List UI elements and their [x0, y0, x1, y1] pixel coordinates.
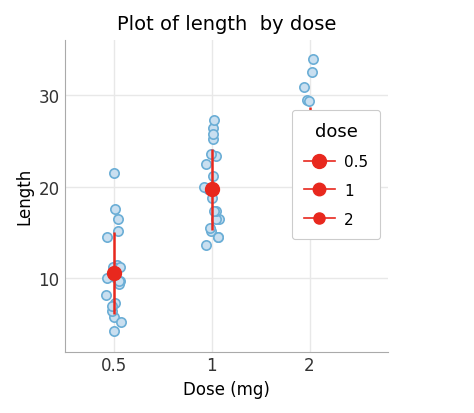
Point — [103, 275, 111, 282]
Point — [303, 154, 310, 160]
Point — [301, 140, 309, 147]
Title: Plot of length  by dose: Plot of length by dose — [117, 15, 336, 34]
Point — [103, 234, 110, 241]
Point — [108, 303, 116, 309]
Point — [114, 216, 122, 223]
Point — [215, 234, 222, 241]
Point — [210, 131, 217, 138]
Point — [308, 126, 316, 132]
Point — [208, 186, 215, 193]
Point — [102, 292, 110, 298]
Point — [303, 97, 311, 104]
Point — [115, 281, 123, 287]
Point — [202, 242, 210, 249]
Point — [212, 209, 220, 215]
X-axis label: Dose (mg): Dose (mg) — [183, 380, 270, 398]
Point — [204, 187, 211, 193]
Point — [210, 117, 218, 124]
Point — [116, 278, 123, 285]
Point — [305, 198, 312, 204]
Point — [300, 170, 308, 177]
Point — [117, 278, 124, 285]
Point — [113, 261, 121, 268]
Point — [215, 216, 223, 223]
Point — [212, 216, 220, 223]
Point — [206, 225, 214, 232]
Point — [308, 126, 316, 132]
Point — [110, 328, 118, 335]
Point — [207, 151, 215, 158]
Point — [303, 151, 311, 158]
Point — [306, 128, 313, 135]
Point — [309, 57, 317, 64]
Point — [112, 275, 119, 282]
Point — [300, 143, 307, 150]
Point — [301, 84, 308, 91]
Point — [307, 134, 314, 140]
Y-axis label: Length: Length — [15, 168, 33, 225]
Point — [207, 228, 215, 235]
Point — [109, 264, 116, 271]
Point — [110, 170, 118, 177]
Point — [210, 136, 217, 143]
Point — [202, 161, 210, 168]
Point — [110, 314, 118, 320]
Point — [200, 184, 208, 190]
Point — [313, 162, 321, 169]
Point — [299, 134, 306, 140]
Point — [111, 206, 118, 212]
Point — [109, 308, 116, 315]
Point — [210, 209, 218, 215]
Point — [212, 154, 219, 160]
Point — [215, 234, 222, 241]
Point — [301, 123, 309, 129]
Point — [309, 70, 316, 76]
Point — [117, 319, 125, 326]
Point — [305, 98, 313, 104]
Point — [116, 264, 123, 271]
Point — [111, 300, 119, 306]
Point — [305, 126, 312, 132]
Point — [210, 173, 217, 180]
Legend: 0.5, 1, 2: 0.5, 1, 2 — [292, 111, 380, 239]
Point — [209, 126, 217, 132]
Point — [302, 157, 310, 163]
Point — [114, 228, 122, 235]
Point — [110, 270, 118, 276]
Point — [302, 117, 310, 124]
Point — [208, 195, 216, 202]
